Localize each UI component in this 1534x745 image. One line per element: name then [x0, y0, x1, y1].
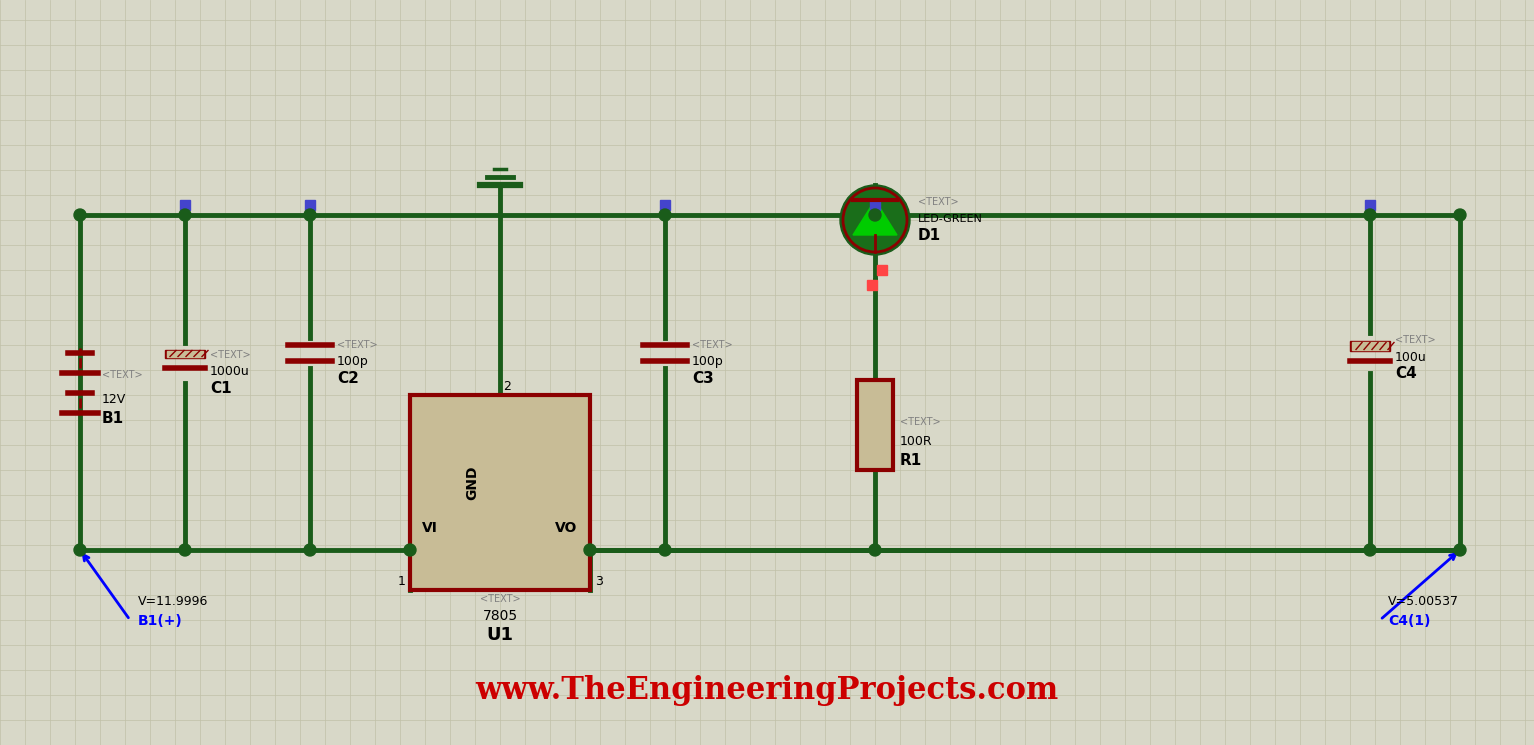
- Circle shape: [304, 209, 316, 221]
- Text: 7805: 7805: [482, 609, 517, 623]
- Circle shape: [179, 544, 192, 556]
- Text: VO: VO: [555, 522, 577, 536]
- Bar: [305, 200, 314, 210]
- Text: <TEXT>: <TEXT>: [917, 197, 959, 207]
- Bar: [870, 200, 881, 210]
- Bar: [1350, 340, 1390, 350]
- Circle shape: [868, 209, 881, 221]
- Text: B1(+): B1(+): [138, 614, 183, 628]
- Bar: [858, 380, 893, 470]
- Bar: [167, 350, 202, 357]
- Text: <TEXT>: <TEXT>: [337, 340, 377, 349]
- Bar: [1365, 200, 1374, 210]
- Text: 12V: 12V: [101, 393, 126, 405]
- Circle shape: [844, 188, 907, 252]
- Text: C2: C2: [337, 370, 359, 385]
- Polygon shape: [853, 200, 897, 235]
- Bar: [660, 200, 670, 210]
- Text: V=11.9996: V=11.9996: [138, 595, 209, 608]
- Text: 1000u: 1000u: [210, 364, 250, 378]
- Circle shape: [660, 209, 670, 221]
- Text: VI: VI: [422, 522, 437, 536]
- Bar: [867, 280, 877, 290]
- Text: GND: GND: [465, 465, 479, 500]
- Circle shape: [660, 544, 670, 556]
- Circle shape: [1364, 544, 1376, 556]
- Bar: [410, 395, 591, 590]
- Circle shape: [584, 544, 597, 556]
- Circle shape: [1454, 544, 1467, 556]
- Circle shape: [868, 544, 881, 556]
- Circle shape: [304, 544, 316, 556]
- Text: LED-GREEN: LED-GREEN: [917, 214, 983, 224]
- Text: B1: B1: [101, 410, 124, 425]
- Text: <TEXT>: <TEXT>: [480, 594, 520, 604]
- Text: U1: U1: [486, 626, 514, 644]
- Text: <TEXT>: <TEXT>: [1394, 335, 1436, 344]
- Bar: [1351, 341, 1388, 349]
- Circle shape: [1454, 209, 1467, 221]
- Text: C3: C3: [692, 370, 713, 385]
- Text: 100R: 100R: [900, 435, 933, 448]
- Text: <TEXT>: <TEXT>: [692, 340, 733, 349]
- Text: 100p: 100p: [692, 355, 724, 367]
- Text: 1: 1: [397, 575, 407, 588]
- Bar: [179, 200, 190, 210]
- Text: 100p: 100p: [337, 355, 368, 367]
- Text: 2: 2: [503, 380, 511, 393]
- Circle shape: [841, 185, 910, 255]
- Bar: [877, 265, 887, 275]
- Bar: [166, 349, 206, 358]
- Text: V=5.00537: V=5.00537: [1388, 595, 1459, 608]
- Text: D1: D1: [917, 228, 942, 243]
- Text: <TEXT>: <TEXT>: [101, 370, 143, 379]
- Circle shape: [179, 209, 192, 221]
- Circle shape: [74, 544, 86, 556]
- Text: www.TheEngineeringProjects.com: www.TheEngineeringProjects.com: [476, 674, 1058, 706]
- Text: R1: R1: [900, 453, 922, 468]
- Text: C4: C4: [1394, 366, 1417, 381]
- Text: C1: C1: [210, 381, 232, 396]
- Text: 3: 3: [595, 575, 603, 588]
- Circle shape: [1364, 209, 1376, 221]
- Text: <TEXT>: <TEXT>: [900, 417, 940, 427]
- Circle shape: [403, 544, 416, 556]
- Text: <TEXT>: <TEXT>: [210, 349, 250, 360]
- Circle shape: [74, 209, 86, 221]
- Text: C4(1): C4(1): [1388, 614, 1431, 628]
- Text: 100u: 100u: [1394, 350, 1427, 364]
